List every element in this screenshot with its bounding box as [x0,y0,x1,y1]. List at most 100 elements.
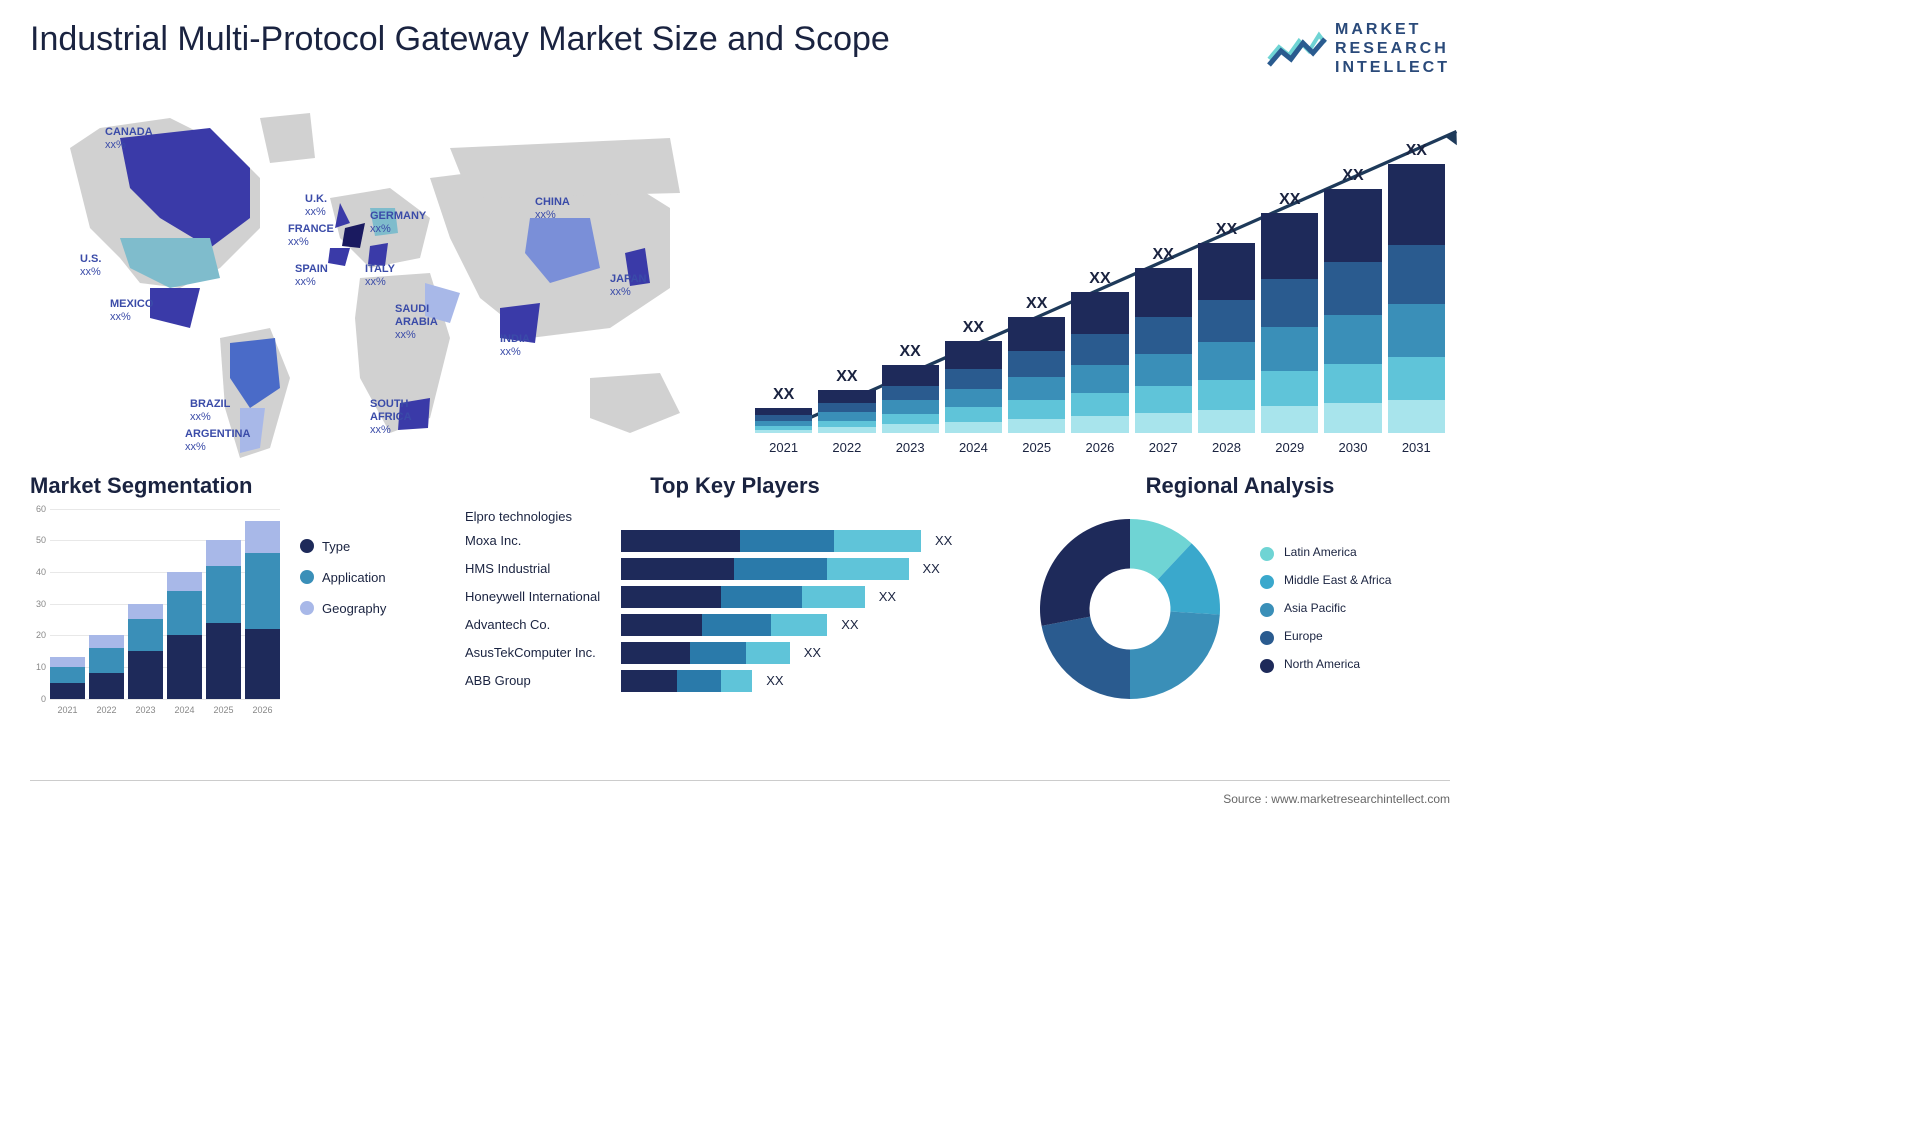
growth-bar-2021: XX2021 [755,128,812,433]
growth-bar-2031: XX2031 [1388,128,1445,433]
player-bar [621,614,827,636]
brand-logo: MARKET RESEARCH INTELLECT [1267,20,1450,78]
player-name: ABB Group [465,673,615,688]
player-value: XX [766,673,783,688]
player-name: AsusTekComputer Inc. [465,645,615,660]
seg-bar-2023: 2023 [128,509,163,699]
seg-year-label: 2025 [213,705,233,715]
segmentation-chart: 0102030405060 202120222023202420252026 [30,509,280,719]
map-label-argentina: ARGENTINAxx% [185,428,250,454]
region-legend-item: Middle East & Africa [1260,573,1391,589]
growth-bar-2025: XX2025 [1008,128,1065,433]
growth-bar-value: XX [1153,246,1174,264]
growth-year-label: 2023 [896,440,925,455]
logo-line1: MARKET [1335,20,1450,39]
seg-gridline [50,699,280,700]
growth-bar-value: XX [773,386,794,404]
player-value: XX [935,533,952,548]
seg-ytick: 50 [36,535,46,545]
growth-bar-chart: XX2021XX2022XX2023XX2024XX2025XX2026XX20… [750,88,1450,458]
seg-year-label: 2022 [96,705,116,715]
key-players-section: Top Key Players Elpro technologies Moxa I… [465,473,1005,719]
donut-slice [1130,611,1220,698]
growth-bar-2024: XX2024 [945,128,1002,433]
map-label-italy: ITALYxx% [365,263,395,289]
growth-bar-value: XX [1406,142,1427,160]
growth-year-label: 2022 [832,440,861,455]
segmentation-legend: TypeApplicationGeography [300,509,386,719]
map-label-india: INDIAxx% [500,333,530,359]
map-label-germany: GERMANYxx% [370,210,426,236]
player-value: XX [841,617,858,632]
seg-legend-item: Geography [300,601,386,616]
player-bar [621,670,752,692]
player-name: Moxa Inc. [465,533,615,548]
map-label-china: CHINAxx% [535,196,570,222]
seg-ytick: 60 [36,504,46,514]
player-bar [621,530,921,552]
seg-ytick: 30 [36,599,46,609]
player-row: Honeywell International XX [465,586,1005,608]
growth-year-label: 2024 [959,440,988,455]
seg-legend-item: Type [300,539,386,554]
player-row: AsusTekComputer Inc.XX [465,642,1005,664]
seg-year-label: 2021 [57,705,77,715]
seg-ytick: 0 [41,694,46,704]
growth-bar-value: XX [1216,221,1237,239]
map-label-canada: CANADAxx% [105,126,153,152]
player-bar [621,558,909,580]
player-row: Elpro technologies [465,509,1005,524]
footer-divider [30,780,1450,781]
player-row: HMS Industrial XX [465,558,1005,580]
growth-year-label: 2028 [1212,440,1241,455]
seg-ytick: 40 [36,567,46,577]
seg-year-label: 2024 [174,705,194,715]
growth-year-label: 2027 [1149,440,1178,455]
logo-icon [1267,29,1327,69]
player-name: Advantech Co. [465,617,615,632]
region-legend-item: Asia Pacific [1260,601,1391,617]
region-legend-item: Latin America [1260,545,1391,561]
seg-year-label: 2026 [252,705,272,715]
segmentation-section: Market Segmentation 0102030405060 202120… [30,473,440,719]
regional-legend: Latin America Middle East & Africa Asia Pa… [1260,545,1391,673]
map-label-brazil: BRAZILxx% [190,398,230,424]
player-bar [621,642,790,664]
player-name: Honeywell International [465,589,615,604]
growth-year-label: 2021 [769,440,798,455]
map-label-uk: U.K.xx% [305,193,327,219]
player-name: HMS Industrial [465,561,615,576]
logo-line2: RESEARCH [1335,39,1450,58]
growth-bar-value: XX [1279,191,1300,209]
growth-bar-2023: XX2023 [882,128,939,433]
logo-line3: INTELLECT [1335,58,1450,77]
growth-bar-2029: XX2029 [1261,128,1318,433]
donut-slice [1040,519,1130,626]
growth-bar-2028: XX2028 [1198,128,1255,433]
player-row: Advantech Co. XX [465,614,1005,636]
map-label-saudiarabia: SAUDIARABIAxx% [395,303,438,343]
map-label-mexico: MEXICOxx% [110,298,153,324]
map-label-spain: SPAINxx% [295,263,328,289]
growth-bar-2022: XX2022 [818,128,875,433]
source-text: Source : www.marketresearchintellect.com [1223,792,1450,806]
growth-bar-2030: XX2030 [1324,128,1381,433]
page-title: Industrial Multi-Protocol Gateway Market… [30,20,890,59]
region-legend-item: North America [1260,657,1391,673]
growth-bar-value: XX [836,368,857,386]
player-bar [621,586,865,608]
growth-bar-2027: XX2027 [1135,128,1192,433]
donut-slice [1042,616,1130,698]
map-label-france: FRANCExx% [288,223,334,249]
growth-bar-value: XX [1342,167,1363,185]
player-value: XX [923,561,940,576]
player-row: Moxa Inc. XX [465,530,1005,552]
player-value: XX [879,589,896,604]
seg-bar-2024: 2024 [167,509,202,699]
regional-title: Regional Analysis [1030,473,1450,499]
segmentation-title: Market Segmentation [30,473,440,499]
players-title: Top Key Players [465,473,1005,499]
seg-bar-2026: 2026 [245,509,280,699]
growth-year-label: 2025 [1022,440,1051,455]
growth-year-label: 2030 [1339,440,1368,455]
